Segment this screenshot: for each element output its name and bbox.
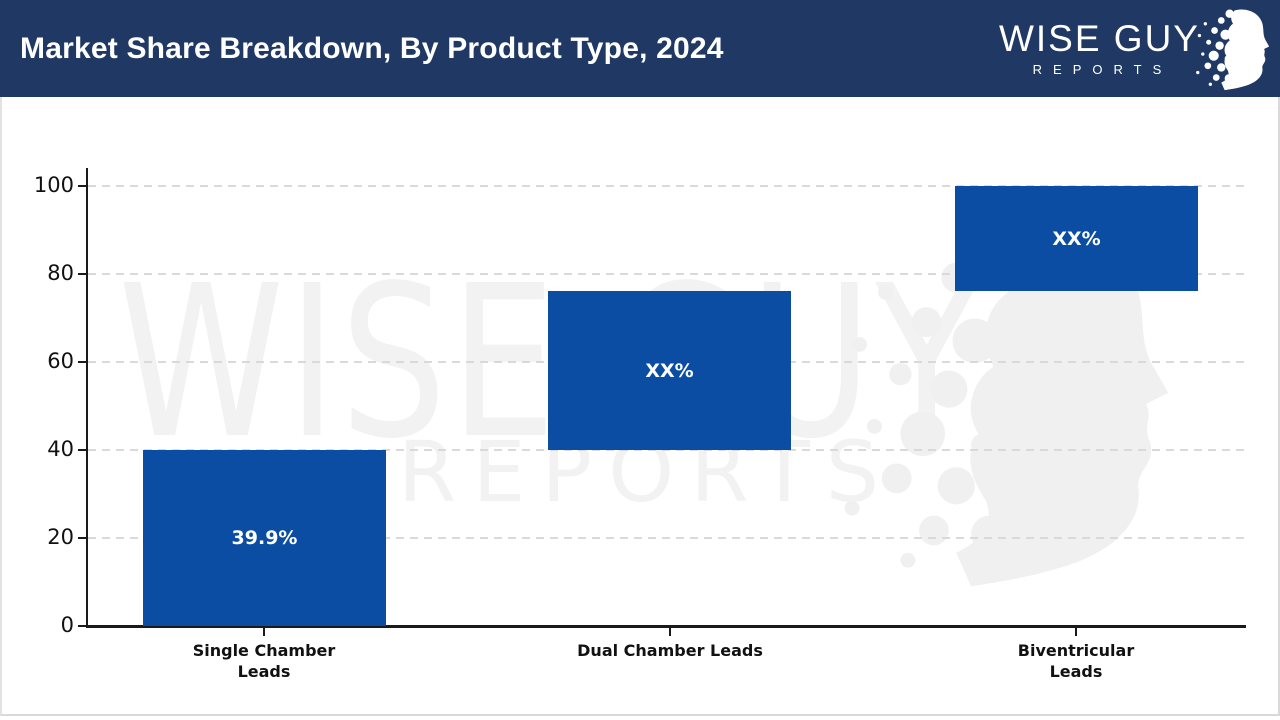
y-tick-label: 60 <box>47 349 74 373</box>
bar-dual-chamber-leads: XX% <box>548 291 791 450</box>
y-tick-100 <box>78 185 86 187</box>
logo-wordmark: WISE GUY <box>998 18 1200 59</box>
x-tick-single-chamber <box>263 628 265 636</box>
y-tick-0 <box>78 625 86 627</box>
bar-single-chamber-leads: 39.9% <box>143 450 386 626</box>
logo-subtext: REPORTS <box>1032 62 1173 77</box>
x-tick-biventricular <box>1075 628 1077 636</box>
bar-value-label: XX% <box>1052 227 1101 250</box>
y-tick-80 <box>78 273 86 275</box>
x-axis-line <box>86 625 1246 628</box>
y-tick-20 <box>78 537 86 539</box>
header-bar: Market Share Breakdown, By Product Type,… <box>0 0 1280 97</box>
y-tick-label: 100 <box>33 173 74 197</box>
page-title: Market Share Breakdown, By Product Type,… <box>20 31 724 65</box>
y-tick-label: 80 <box>47 261 74 285</box>
y-tick-label: 40 <box>47 437 74 461</box>
y-tick-60 <box>78 361 86 363</box>
y-tick-label: 20 <box>47 525 74 549</box>
gridline-20 <box>88 537 1246 539</box>
wise-guy-reports-logo: WISE GUY REPORTS <box>999 7 1270 91</box>
x-category-label-biventricular: Biventricular Leads <box>1017 641 1135 681</box>
x-category-label-single-chamber: Single Chamber Leads <box>192 641 336 681</box>
y-axis-line <box>86 168 88 626</box>
bar-value-label: 39.9% <box>231 527 298 549</box>
y-tick-label: 0 <box>60 613 74 637</box>
logo-text: WISE GUY REPORTS <box>999 20 1200 77</box>
gridline-80 <box>88 273 1246 275</box>
x-tick-dual-chamber <box>669 628 671 636</box>
y-tick-40 <box>78 449 86 451</box>
gridline-100 <box>88 185 1246 187</box>
x-category-label-dual-chamber: Dual Chamber Leads <box>577 641 763 660</box>
bar-biventricular-leads: XX% <box>955 186 1198 291</box>
bar-value-label: XX% <box>645 359 694 382</box>
gridline-40 <box>88 449 1246 451</box>
